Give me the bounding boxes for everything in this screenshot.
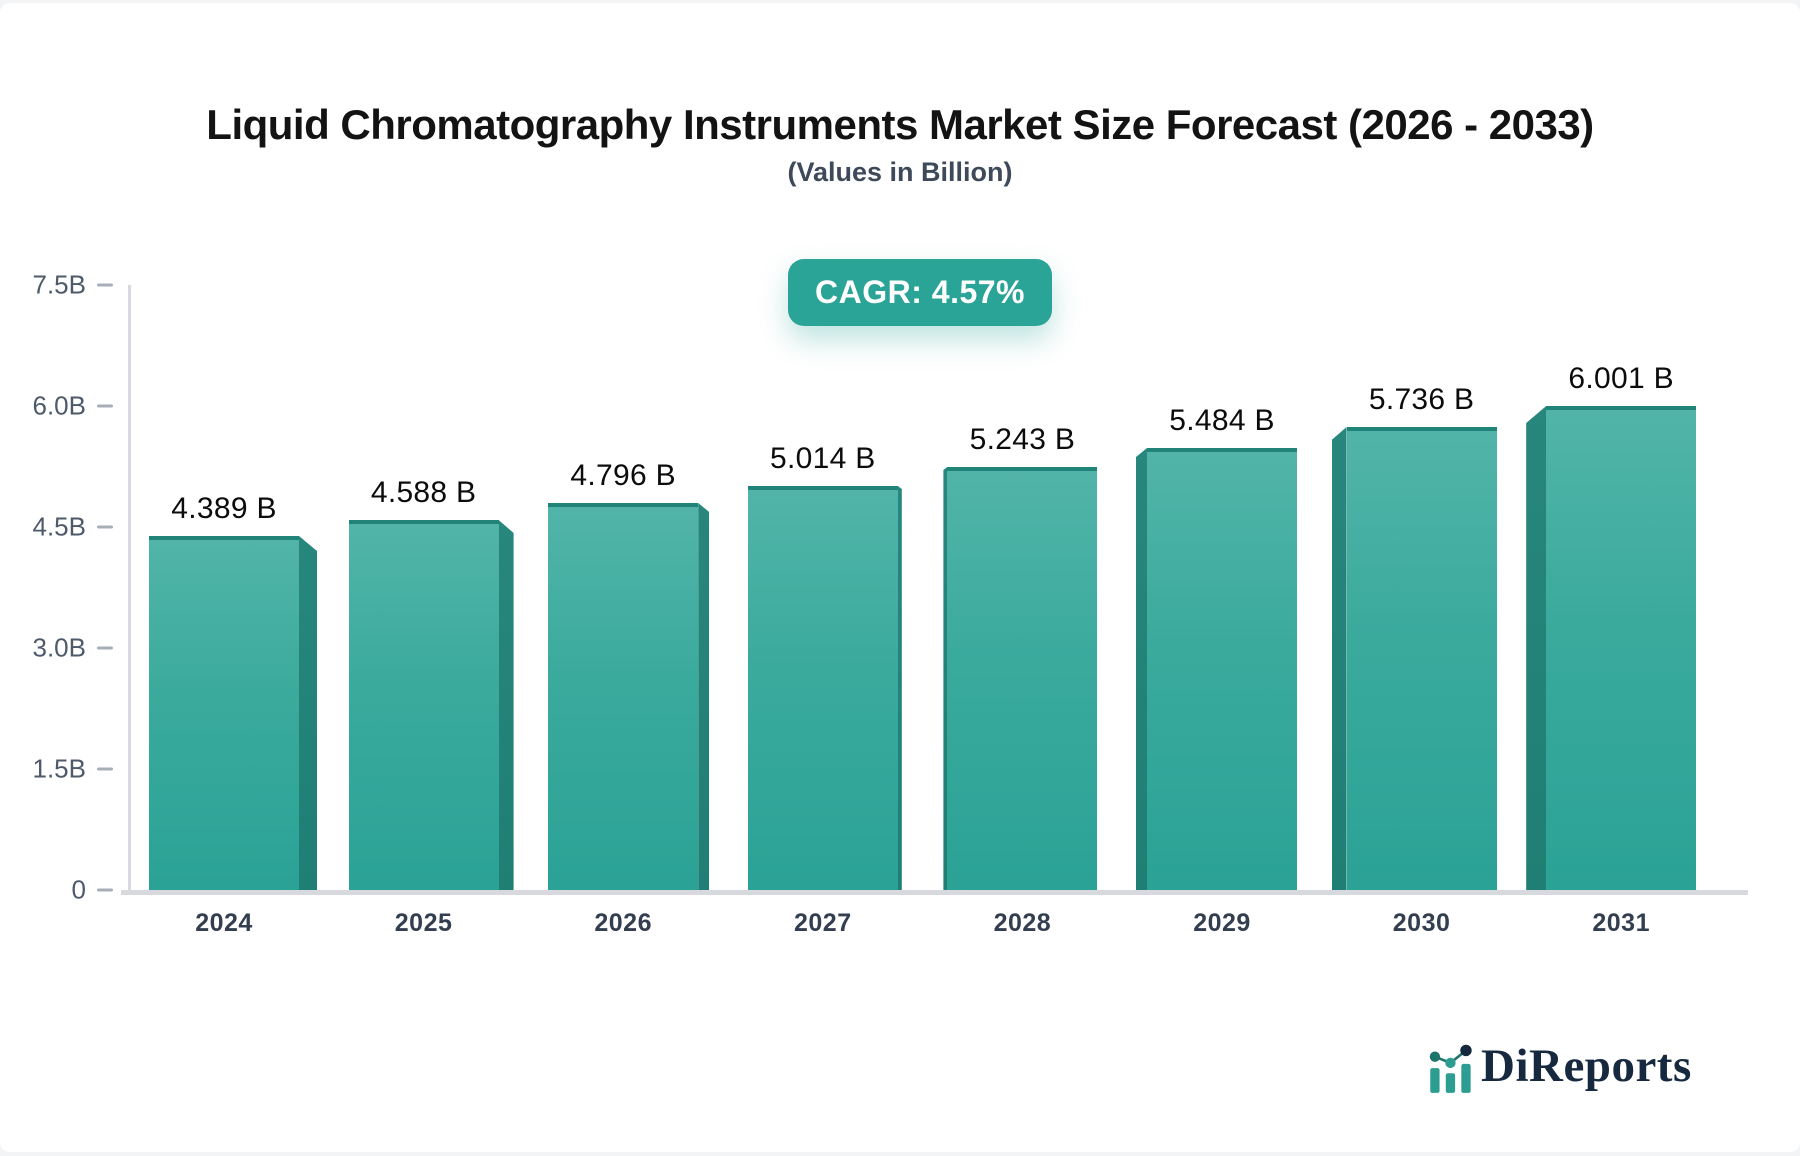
y-tick-dash — [97, 525, 113, 529]
bar-2031[interactable] — [1526, 406, 1697, 890]
bar-value-label: 5.484 B — [1169, 404, 1275, 437]
bar-side-panel — [897, 486, 902, 890]
cagr-badge: CAGR: 4.57% — [788, 259, 1052, 326]
bar-value-label: 5.014 B — [770, 442, 876, 475]
bar-value-label: 5.243 B — [969, 423, 1076, 456]
x-tick-label-2030: 2030 — [1392, 909, 1451, 937]
y-tick-label: 3.0B — [32, 632, 87, 663]
bar-face — [149, 536, 299, 890]
brand-logo[interactable]: DiReports — [1428, 1037, 1692, 1095]
bar-value-label: 4.588 B — [370, 476, 477, 509]
bar-face — [1546, 406, 1697, 890]
bar-value-label: 6.001 B — [1568, 362, 1674, 395]
x-tick-label-2025: 2025 — [394, 909, 453, 937]
bar-side-panel — [498, 520, 514, 890]
y-tick-label: 7.5B — [32, 269, 87, 300]
x-tick-label-2027: 2027 — [793, 909, 852, 937]
bar-2029[interactable] — [1136, 448, 1297, 890]
y-tick-label: 6.0B — [32, 390, 87, 421]
x-tick-label-2031: 2031 — [1592, 909, 1650, 937]
bar-side-panel — [299, 536, 317, 890]
bar-value-label: 5.736 B — [1368, 383, 1475, 416]
bar-side-panel — [1331, 427, 1347, 890]
bar-2025[interactable] — [348, 520, 514, 890]
y-tick-dash — [97, 888, 113, 892]
y-tick-dash — [97, 404, 113, 408]
bar-value-label: 4.796 B — [570, 459, 676, 492]
bar-2027[interactable] — [747, 486, 902, 890]
bar-side-panel — [1526, 406, 1547, 890]
y-tick-label: 1.5B — [32, 753, 87, 784]
bar-face — [747, 486, 898, 890]
bar-side-panel — [698, 503, 710, 890]
chart-title: Liquid Chromatography Instruments Market… — [206, 101, 1594, 148]
bar-face — [548, 503, 699, 890]
bar-2028[interactable] — [943, 467, 1098, 890]
y-axis-line — [128, 285, 131, 890]
x-axis-baseline — [121, 890, 1748, 895]
bar-2030[interactable] — [1331, 427, 1497, 890]
y-tick-dash — [97, 767, 113, 771]
y-tick-label: 0 — [71, 874, 86, 905]
bar-face — [348, 520, 499, 890]
chart-subtitle: (Values in Billion) — [787, 157, 1013, 187]
bar-2024[interactable] — [149, 536, 317, 890]
bar-face — [1346, 427, 1497, 890]
bar-2026[interactable] — [548, 503, 710, 890]
bar-face — [1147, 448, 1297, 890]
brand-logo-text: DiReports — [1481, 1040, 1692, 1092]
y-tick-dash — [97, 283, 113, 287]
cagr-badge-label: CAGR: 4.57% — [815, 274, 1025, 310]
bar-value-label: 4.389 B — [171, 492, 277, 525]
x-tick-label-2024: 2024 — [195, 909, 253, 937]
x-tick-label-2026: 2026 — [594, 909, 652, 937]
bar-side-panel — [1136, 448, 1147, 890]
x-tick-label-2029: 2029 — [1193, 909, 1251, 937]
x-tick-label-2028: 2028 — [993, 909, 1052, 937]
y-tick-dash — [97, 646, 113, 650]
y-tick-label: 4.5B — [32, 511, 87, 542]
bar-side-panel — [943, 467, 948, 890]
mini-bar-chart-icon — [1429, 1044, 1472, 1093]
bar-face — [947, 467, 1098, 890]
chart-card: Liquid Chromatography Instruments Market… — [0, 3, 1800, 1152]
